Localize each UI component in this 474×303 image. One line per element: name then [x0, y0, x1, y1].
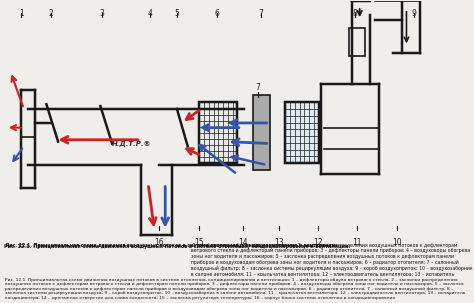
Text: Рис. 12.1. Принципиальная схема движения воздушных потоков в системе отопления, : Рис. 12.1. Принципиальная схема движения… — [4, 245, 350, 249]
Text: 9: 9 — [411, 9, 416, 18]
Text: 12: 12 — [313, 238, 323, 247]
Bar — [200, 102, 237, 163]
Text: 7: 7 — [255, 83, 260, 92]
Bar — [254, 95, 270, 170]
Bar — [349, 28, 365, 56]
Text: 7: 7 — [258, 9, 263, 18]
Text: 2: 2 — [48, 9, 53, 18]
Text: 6: 6 — [215, 9, 220, 18]
Text: 4: 4 — [147, 9, 152, 18]
Text: 5: 5 — [174, 9, 179, 18]
Text: 14: 14 — [238, 238, 247, 247]
Text: Рис. 12.1. Принципиальная схема движения воздушных потоков в системе отопления, : Рис. 12.1. Принципиальная схема движения… — [6, 243, 337, 248]
Text: 16: 16 — [154, 238, 164, 247]
Text: 1: 1 — [19, 9, 24, 18]
Text: 10: 10 — [392, 238, 402, 247]
Text: Н.Д.Т.Р.®: Н.Д.Т.Р.® — [112, 140, 152, 147]
Text: 15: 15 — [195, 238, 204, 247]
Bar — [285, 102, 319, 163]
Text: 1 – дефлекторы обдува ветрового стекла; 2 – заслонки распределения воздушных пот: 1 – дефлекторы обдува ветрового стекла; … — [191, 243, 473, 288]
Text: 8: 8 — [353, 9, 357, 18]
Text: Рис. 12.1. Принципиальная схема движения воздушных потоков в системе отопления, : Рис. 12.1. Принципиальная схема движения… — [5, 278, 465, 300]
Text: 11: 11 — [352, 238, 362, 247]
Text: 13: 13 — [274, 238, 283, 247]
Text: 3: 3 — [100, 9, 105, 18]
